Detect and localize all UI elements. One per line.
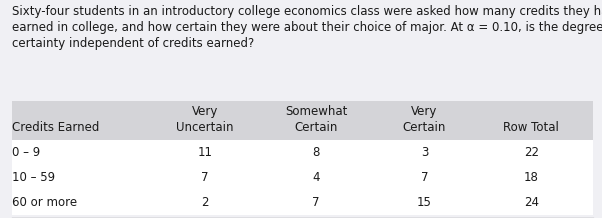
Bar xyxy=(12,101,593,140)
Text: 3: 3 xyxy=(421,146,428,158)
Text: 18: 18 xyxy=(524,171,539,184)
Text: certainty independent of credits earned?: certainty independent of credits earned? xyxy=(12,37,254,50)
Bar xyxy=(12,140,593,165)
Text: 7: 7 xyxy=(201,171,208,184)
Text: Very: Very xyxy=(411,105,438,118)
Text: 2: 2 xyxy=(201,196,208,209)
Text: Certain: Certain xyxy=(403,121,446,134)
Text: earned in college, and how certain they were about their choice of major. At α =: earned in college, and how certain they … xyxy=(12,21,602,34)
Text: 24: 24 xyxy=(524,196,539,209)
Bar xyxy=(12,165,593,190)
Text: Somewhat: Somewhat xyxy=(285,105,347,118)
Text: Row Total: Row Total xyxy=(503,121,559,134)
Text: 7: 7 xyxy=(312,196,320,209)
Text: Certain: Certain xyxy=(294,121,338,134)
Text: Sixty-four students in an introductory college economics class were asked how ma: Sixty-four students in an introductory c… xyxy=(12,5,602,19)
Text: 60 or more: 60 or more xyxy=(12,196,77,209)
Bar xyxy=(12,190,593,215)
Text: Credits Earned: Credits Earned xyxy=(12,121,99,134)
Text: 7: 7 xyxy=(421,171,428,184)
Text: Very: Very xyxy=(191,105,218,118)
Text: Uncertain: Uncertain xyxy=(176,121,234,134)
Text: 0 – 9: 0 – 9 xyxy=(12,146,40,158)
Text: 11: 11 xyxy=(197,146,212,158)
Text: 15: 15 xyxy=(417,196,432,209)
Text: 22: 22 xyxy=(524,146,539,158)
Text: 8: 8 xyxy=(312,146,320,158)
Text: 10 – 59: 10 – 59 xyxy=(12,171,55,184)
Text: 4: 4 xyxy=(312,171,320,184)
